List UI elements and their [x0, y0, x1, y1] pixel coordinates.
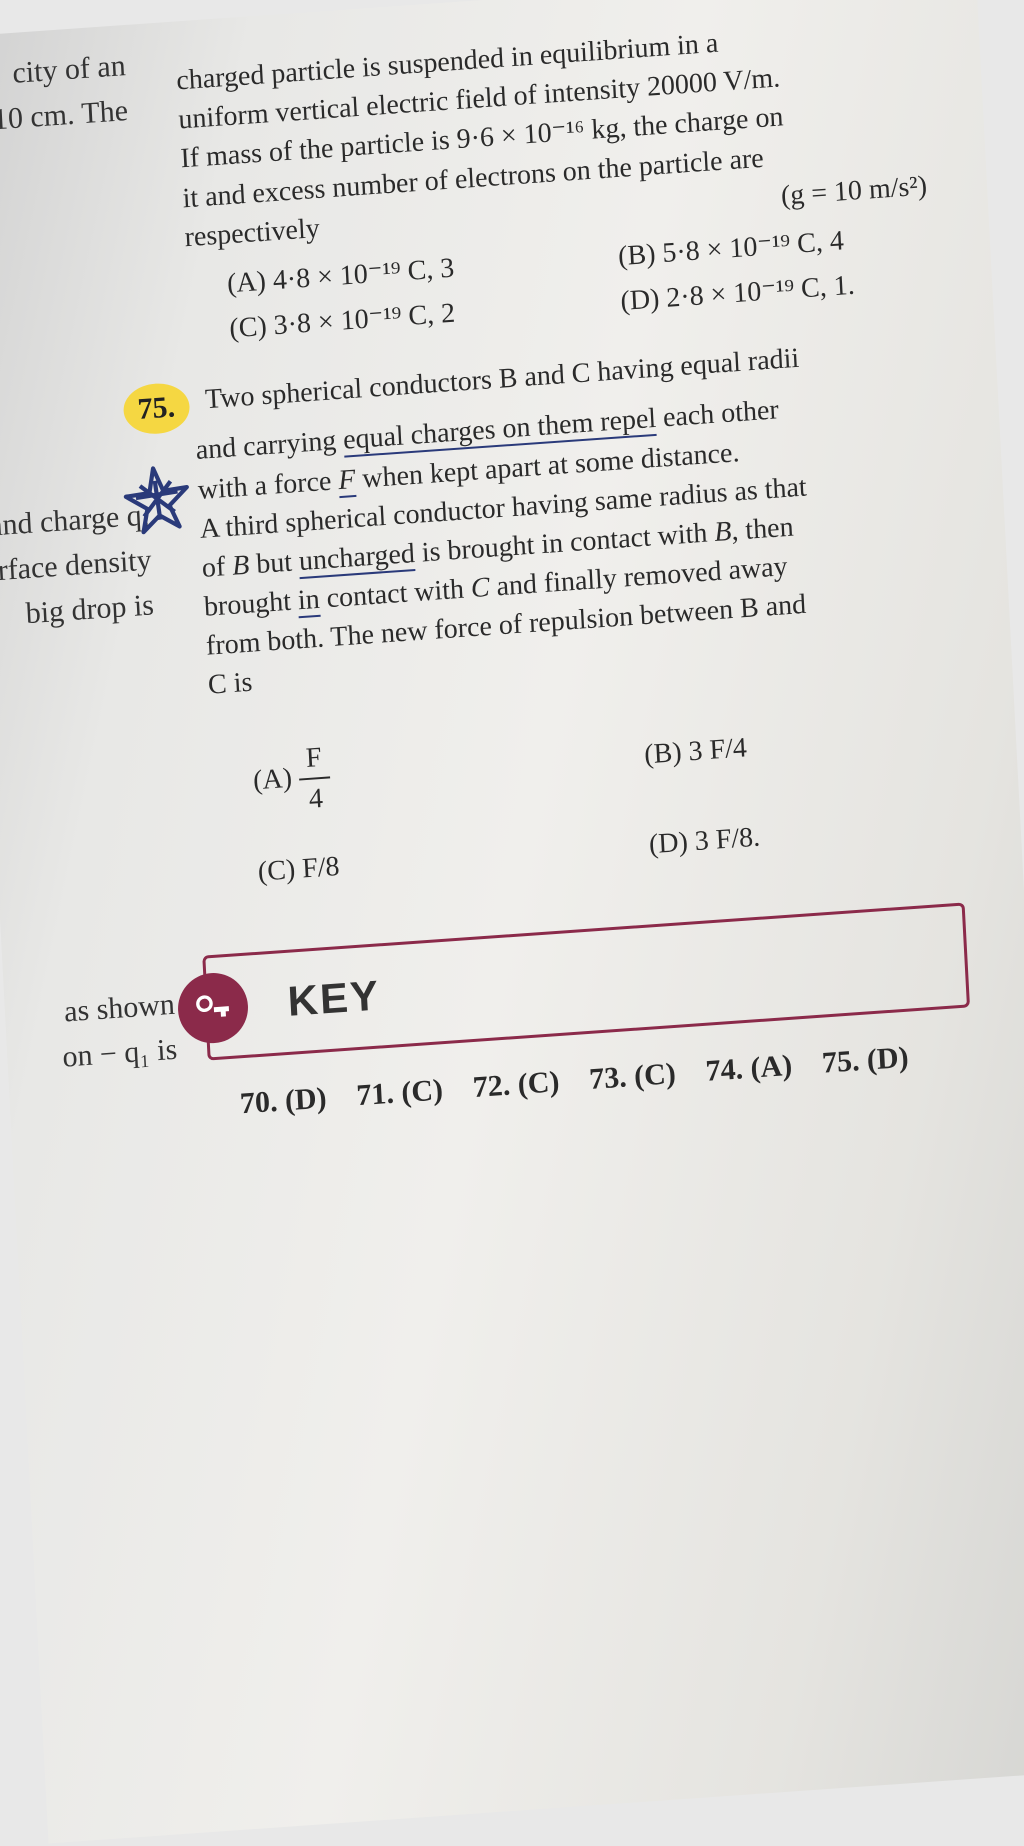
question-74-partial: charged particle is suspended in equilib…: [175, 10, 932, 352]
key-answer: 72. (C): [472, 1061, 561, 1109]
key-answer: 71. (C): [355, 1069, 444, 1117]
key-icon: [176, 970, 250, 1045]
option-b: (B) 3 F/4: [643, 714, 956, 775]
key-label: KEY: [286, 967, 381, 1032]
key-answer: 70. (D): [239, 1077, 328, 1125]
fraction-top: F: [297, 737, 331, 780]
handwritten-star-icon: [118, 459, 200, 561]
key-answer: 74. (A): [705, 1045, 794, 1093]
key-answer: 75. (D): [821, 1037, 910, 1085]
margin-text: 10 cm. The: [0, 90, 129, 146]
option-a: (A) F 4: [251, 721, 566, 823]
fraction-bottom: 4: [299, 778, 333, 819]
q75-options: (A) F 4 (B) 3 F/4 (C) F/8 (D) 3 F/8.: [251, 693, 961, 891]
option-d: (D) 3 F/8.: [648, 804, 961, 865]
answer-key-box: KEY: [202, 903, 970, 1061]
q74-line: respectively: [184, 209, 321, 258]
margin-text: on − q₁ is: [0, 1029, 178, 1085]
key-answer: 73. (C): [588, 1053, 677, 1101]
textbook-page: city of an 10 cm. The and charge q, rfac…: [0, 0, 1024, 1843]
option-c: (C) F/8: [257, 831, 570, 892]
question-75: 75. Two spherical conductors B and C hav…: [192, 330, 961, 895]
margin-text: big drop is: [0, 584, 155, 640]
option-a-label: (A): [252, 762, 299, 796]
